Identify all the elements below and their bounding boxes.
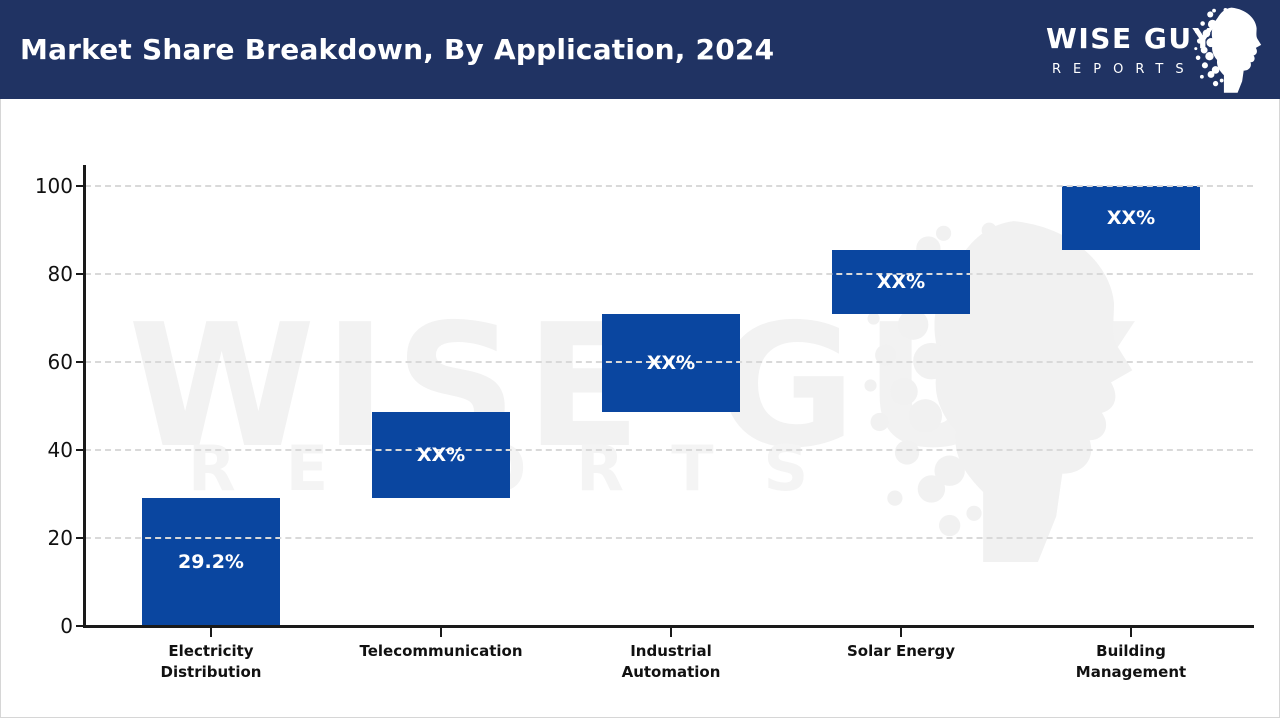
x-category-label: Telecommunication bbox=[331, 641, 551, 662]
y-tick-label: 100 bbox=[34, 174, 73, 198]
y-axis-line bbox=[83, 165, 86, 628]
x-category-label: Electricity Distribution bbox=[101, 641, 321, 683]
y-tick-label: 60 bbox=[47, 350, 73, 374]
grid-line bbox=[85, 185, 1253, 187]
bar bbox=[602, 314, 740, 413]
bar-value-label: XX% bbox=[1106, 207, 1156, 230]
x-category-label-line: Industrial bbox=[630, 642, 712, 660]
bar bbox=[832, 250, 970, 315]
bar bbox=[372, 412, 510, 498]
bar-value-label: XX% bbox=[416, 443, 466, 466]
bar bbox=[1062, 186, 1200, 251]
y-tick-label: 80 bbox=[47, 262, 73, 286]
x-category-label-line: Telecommunication bbox=[359, 642, 523, 660]
x-category-label-line: Distribution bbox=[160, 663, 262, 681]
y-axis-tick bbox=[76, 273, 85, 275]
x-category-label-line: Solar Energy bbox=[846, 642, 955, 660]
x-axis-tick bbox=[210, 628, 212, 637]
x-category-label: Industrial Automation bbox=[561, 641, 781, 683]
y-axis-tick bbox=[76, 537, 85, 539]
x-axis-line bbox=[83, 625, 1254, 628]
bar-value-label: 29.2% bbox=[178, 550, 244, 573]
x-axis-tick bbox=[440, 628, 442, 637]
grid-line bbox=[85, 449, 1253, 451]
grid-line bbox=[85, 537, 1253, 539]
y-axis-tick bbox=[76, 449, 85, 451]
grid-line bbox=[85, 361, 1253, 363]
x-axis-tick bbox=[1130, 628, 1132, 637]
x-axis-tick bbox=[900, 628, 902, 637]
page-title: Market Share Breakdown, By Application, … bbox=[20, 33, 775, 66]
y-tick-label: 0 bbox=[60, 614, 73, 638]
bar-value-label: XX% bbox=[646, 352, 696, 375]
logo-wordmark: WISE GUY bbox=[1046, 22, 1215, 55]
bar-value-label: XX% bbox=[876, 271, 926, 294]
grid-line bbox=[85, 273, 1253, 275]
x-category-label-line: Automation bbox=[621, 663, 721, 681]
y-axis-tick bbox=[76, 361, 85, 363]
y-axis-tick bbox=[76, 185, 85, 187]
y-tick-label: 20 bbox=[47, 526, 73, 550]
logo-reports-text: REPORTS bbox=[1052, 62, 1196, 77]
x-category-label: Solar Energy bbox=[791, 641, 1011, 662]
wiseguy-head-icon bbox=[1194, 7, 1262, 93]
x-category-label: Building Management bbox=[1021, 641, 1241, 683]
header-bar: Market Share Breakdown, By Application, … bbox=[0, 0, 1280, 99]
x-category-label-line: Management bbox=[1075, 663, 1187, 681]
x-axis-tick bbox=[670, 628, 672, 637]
x-category-label-line: Building bbox=[1096, 642, 1166, 660]
x-category-label-line: Electricity bbox=[168, 642, 254, 660]
bar bbox=[142, 497, 280, 626]
y-tick-label: 40 bbox=[47, 438, 73, 462]
y-axis-tick bbox=[76, 625, 85, 627]
